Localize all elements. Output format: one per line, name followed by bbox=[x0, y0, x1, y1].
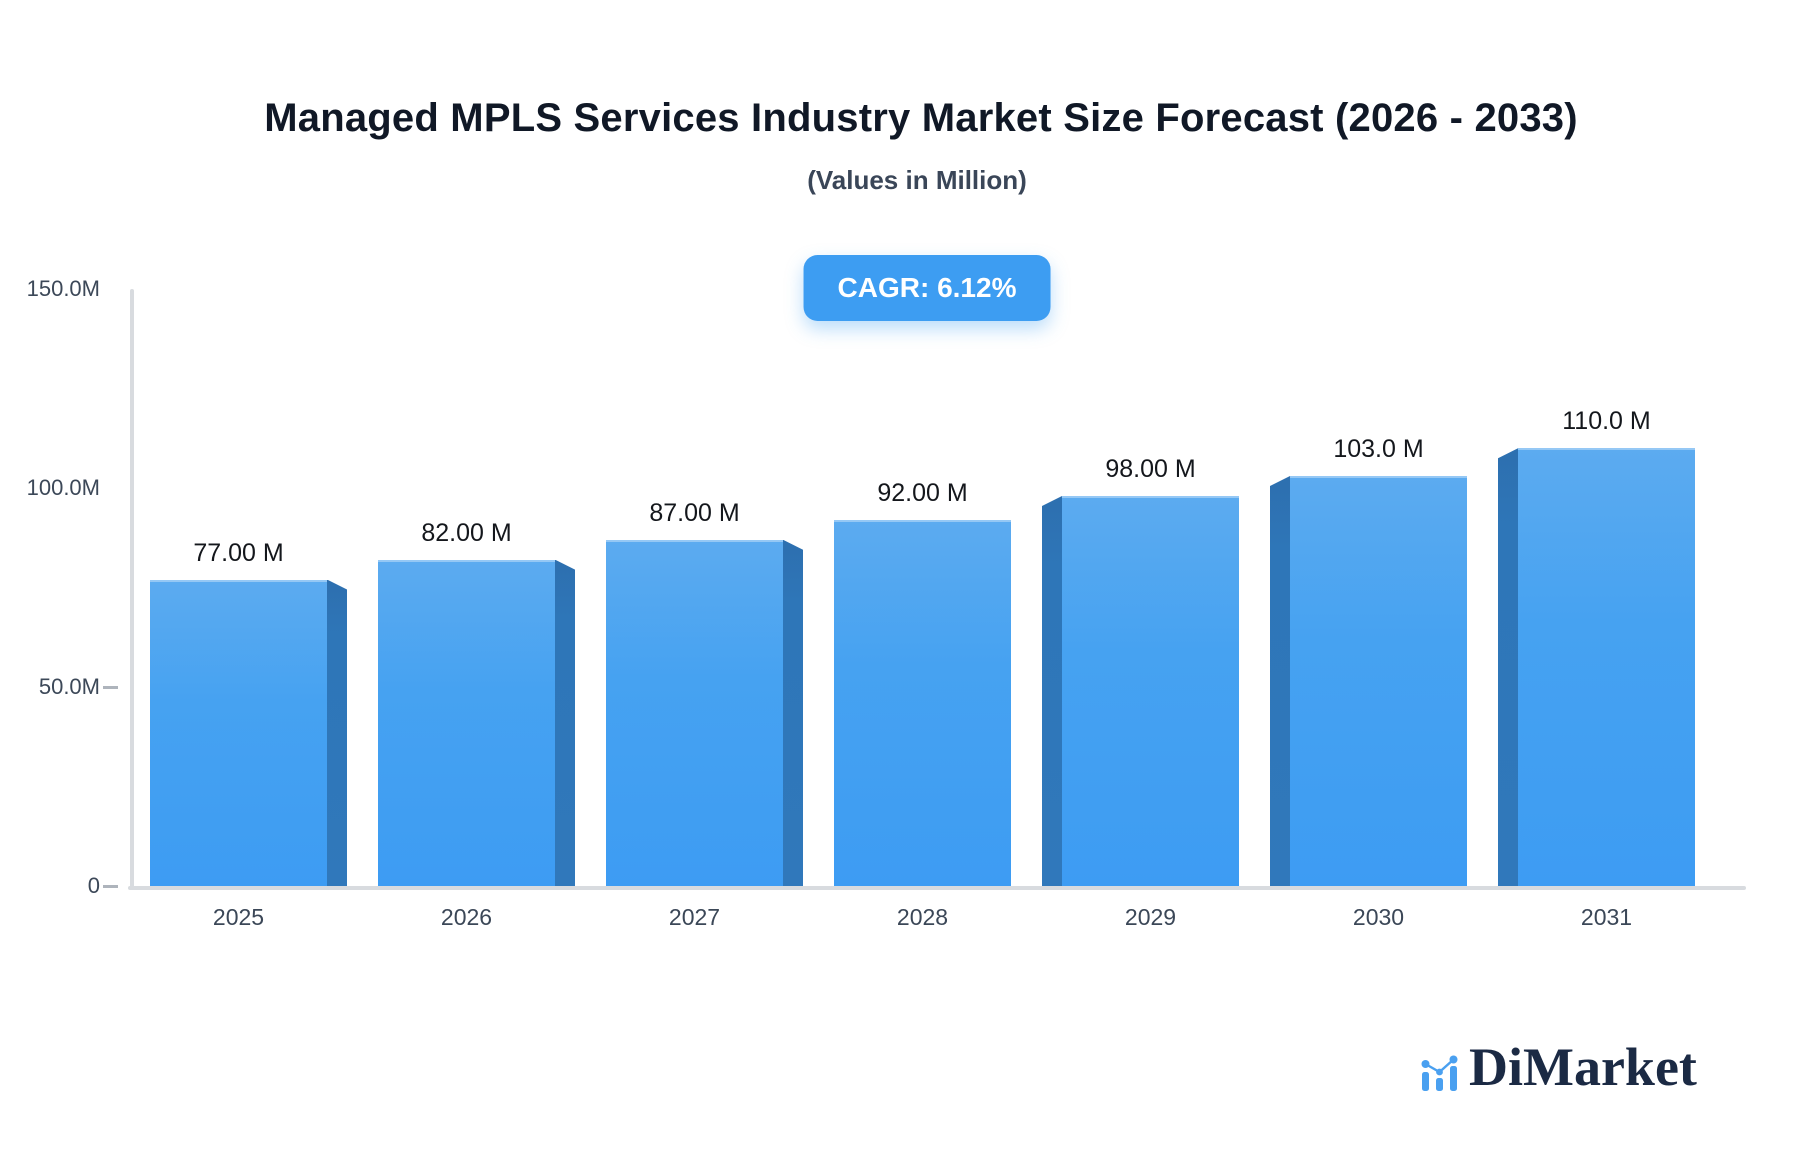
bar-value-label: 77.00 M bbox=[193, 538, 284, 567]
bar-side bbox=[327, 579, 347, 886]
x-tick-label: 2030 bbox=[1352, 904, 1405, 930]
bar-2030 bbox=[1290, 476, 1467, 886]
brand-logo: DiMarket bbox=[1421, 1037, 1697, 1097]
mini-bar-chart-icon bbox=[1421, 1055, 1458, 1091]
y-tick-label: 100.0M bbox=[26, 475, 100, 500]
bar-2026 bbox=[378, 559, 555, 886]
brand-logo-text: DiMarket bbox=[1469, 1037, 1697, 1097]
y-tick-mark bbox=[103, 686, 118, 689]
bar-side bbox=[1270, 476, 1290, 886]
y-tick-label: 150.0M bbox=[26, 276, 100, 301]
cagr-badge: CAGR: 6.12% bbox=[803, 255, 1051, 321]
bar-value-label: 110.0 M bbox=[1562, 407, 1651, 436]
bar-value-label: 98.00 M bbox=[1105, 454, 1196, 483]
bar-side bbox=[1498, 448, 1518, 886]
bar-2027 bbox=[606, 539, 783, 886]
x-tick-label: 2026 bbox=[440, 904, 493, 930]
x-axis-line bbox=[128, 886, 1746, 890]
bar-2029 bbox=[1062, 495, 1239, 886]
y-tick-label: 0 bbox=[87, 873, 100, 898]
bar-side bbox=[1042, 495, 1062, 886]
bar-side bbox=[555, 559, 575, 886]
x-tick-label: 2025 bbox=[212, 904, 265, 930]
y-axis-line bbox=[130, 289, 134, 890]
page-subtitle: (Values in Million) bbox=[807, 165, 1027, 195]
bar-value-label: 103.0 M bbox=[1333, 435, 1424, 464]
bar-2028 bbox=[834, 519, 1011, 886]
bar-2031 bbox=[1518, 448, 1695, 886]
bar-side bbox=[783, 539, 803, 886]
x-tick-label: 2027 bbox=[668, 904, 721, 930]
x-tick-label: 2029 bbox=[1124, 904, 1177, 930]
x-tick-label: 2028 bbox=[896, 904, 949, 930]
bar-value-label: 82.00 M bbox=[421, 518, 512, 547]
y-tick-mark bbox=[103, 885, 118, 888]
bar-2025 bbox=[150, 579, 327, 886]
page-title: Managed MPLS Services Industry Market Si… bbox=[264, 96, 1578, 140]
y-tick-label: 50.0M bbox=[38, 674, 100, 699]
bar-value-label: 92.00 M bbox=[877, 478, 968, 507]
bar-value-label: 87.00 M bbox=[649, 498, 740, 527]
x-tick-label: 2031 bbox=[1580, 904, 1633, 930]
